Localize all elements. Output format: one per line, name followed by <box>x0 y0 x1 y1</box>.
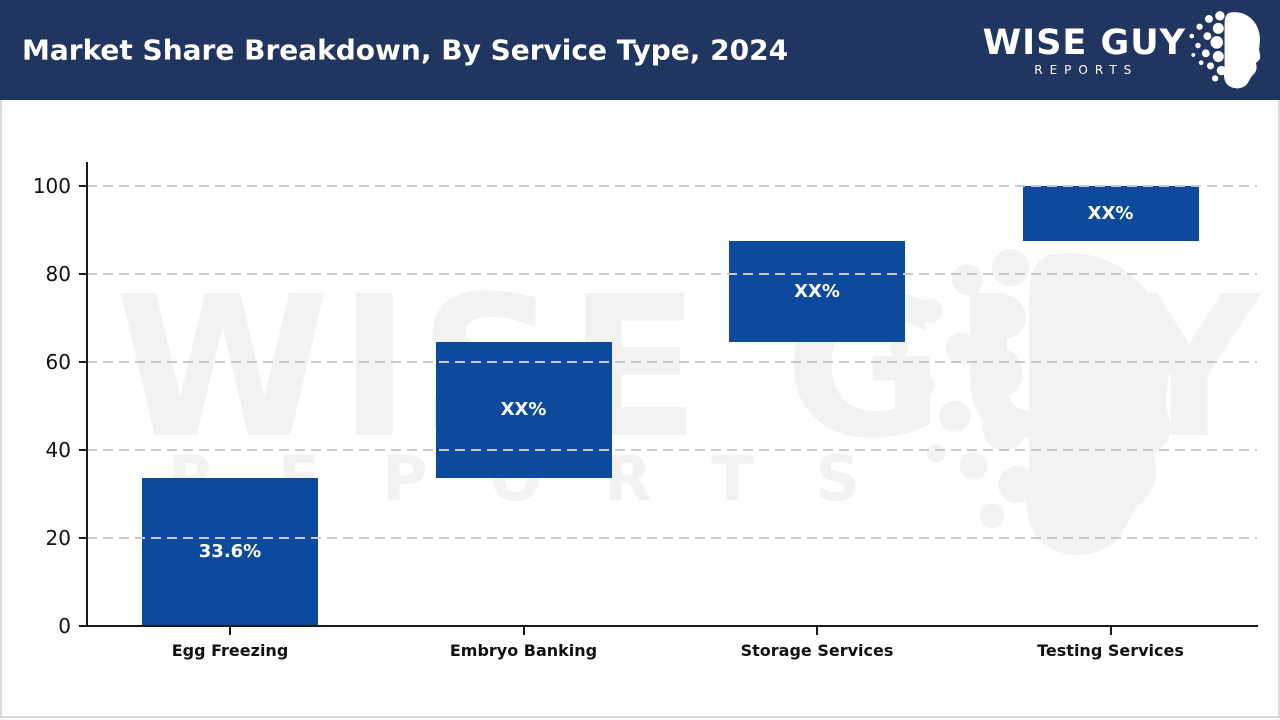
watermark-head-dots-graphic <box>868 212 1178 602</box>
y-tick-mark <box>79 272 87 275</box>
x-tick-mark <box>1109 627 1112 635</box>
y-tick-mark <box>79 448 87 451</box>
y-tick-mark <box>79 624 87 627</box>
y-tick-label: 20 <box>45 525 71 550</box>
gridline-100 <box>87 184 1257 187</box>
wiseguy-logo: WISE GUY REPORTS <box>983 8 1266 94</box>
bar-egg-freezing: 33.6% <box>142 477 318 626</box>
header-bar: Market Share Breakdown, By Service Type,… <box>0 0 1280 100</box>
gridline-80 <box>87 272 1257 275</box>
y-tick-label: 40 <box>45 437 71 462</box>
logo-reports-text: REPORTS <box>1034 62 1139 77</box>
bar-testing-services: XX% <box>1022 185 1199 241</box>
x-category-label-testing-services: Testing Services <box>1037 641 1184 660</box>
y-tick-label: 100 <box>32 173 71 198</box>
bar-storage-services: XX% <box>729 240 905 342</box>
x-axis-line <box>86 625 1258 627</box>
logo-head-dots-icon <box>1180 8 1266 94</box>
x-tick-mark <box>522 627 525 635</box>
bar-embryo-banking: XX% <box>435 341 612 478</box>
y-tick-label: 60 <box>45 349 71 374</box>
y-tick-mark <box>79 536 87 539</box>
y-tick-label: 80 <box>45 261 71 286</box>
gridline-40 <box>87 448 1257 451</box>
x-category-label-storage-services: Storage Services <box>740 641 894 660</box>
bar-value-label: 33.6% <box>198 541 262 563</box>
gridline-60 <box>87 360 1257 363</box>
logo-text: WISE GUY REPORTS <box>983 25 1186 77</box>
x-tick-mark <box>816 627 818 635</box>
logo-wiseguy-text: WISE GUY <box>982 23 1186 64</box>
chart-title: Market Share Breakdown, By Service Type,… <box>22 33 789 67</box>
x-category-label-embryo-banking: Embryo Banking <box>449 641 598 660</box>
y-axis-line <box>86 162 88 627</box>
bar-value-label: XX% <box>1087 202 1134 224</box>
x-category-label-egg-freezing: Egg Freezing <box>171 641 289 660</box>
y-tick-label: 0 <box>58 613 71 638</box>
y-tick-mark <box>79 184 87 187</box>
gridline-20 <box>87 536 1257 539</box>
bar-value-label: XX% <box>500 399 547 421</box>
x-tick-mark <box>229 627 231 635</box>
y-tick-mark <box>79 360 87 363</box>
bar-value-label: XX% <box>794 280 840 302</box>
